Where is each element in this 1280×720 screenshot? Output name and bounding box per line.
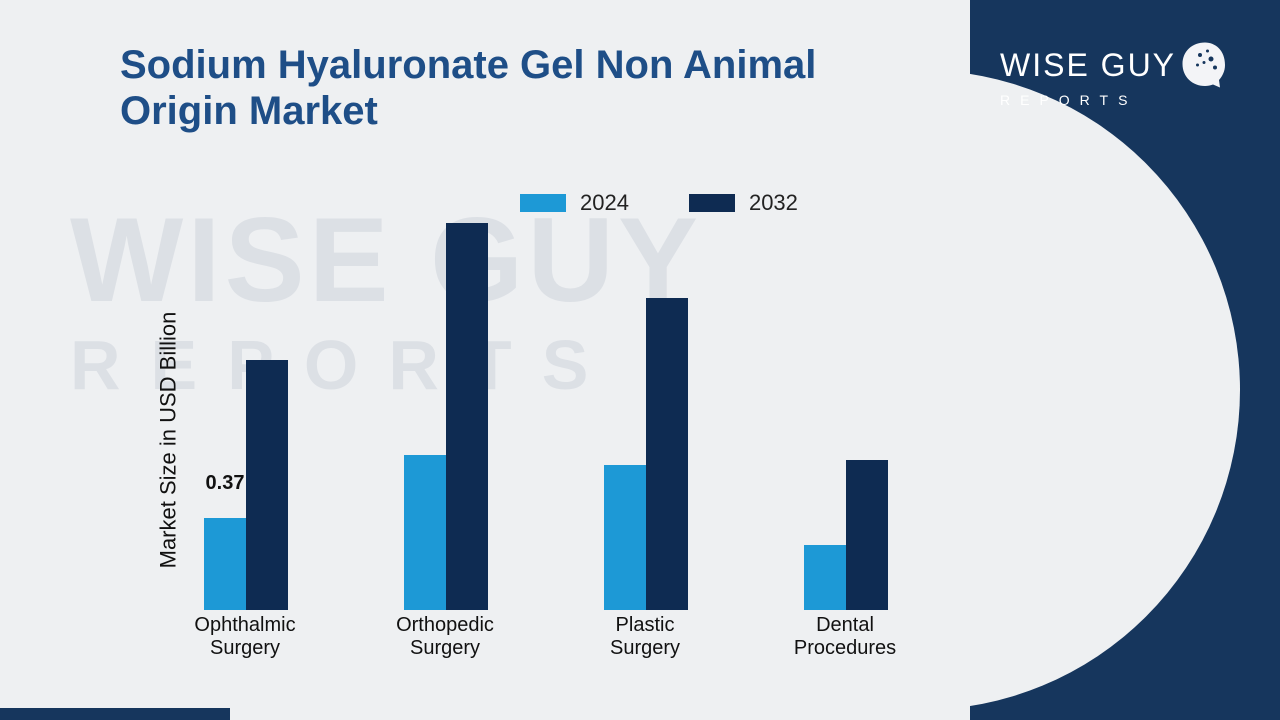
legend-label-2024: 2024 bbox=[580, 190, 629, 216]
category-label: DentalProcedures bbox=[770, 614, 920, 660]
legend: 2024 2032 bbox=[520, 190, 798, 216]
logo-sub-text: REPORTS bbox=[1000, 92, 1250, 108]
logo-main-text: WISE GUY bbox=[1000, 47, 1176, 84]
chart-area: Market Size in USD Billion 0.37Ophthalmi… bbox=[100, 210, 920, 670]
bar-2032 bbox=[846, 460, 888, 610]
bar-2032 bbox=[646, 298, 688, 611]
category-label: OrthopedicSurgery bbox=[370, 614, 520, 660]
legend-swatch-2024 bbox=[520, 194, 566, 212]
plot-area: 0.37OphthalmicSurgeryOrthopedicSurgeryPl… bbox=[140, 210, 920, 610]
category-label: PlasticSurgery bbox=[570, 614, 720, 660]
category-label: OphthalmicSurgery bbox=[170, 614, 320, 660]
brand-logo: WISE GUY REPORTS bbox=[1000, 40, 1250, 108]
logo-head-icon bbox=[1180, 40, 1230, 90]
bar-2032 bbox=[246, 360, 288, 610]
legend-item-2024: 2024 bbox=[520, 190, 629, 216]
chart-canvas: WISE GUY REPORTS Sodium Hyaluronate Gel … bbox=[0, 0, 1280, 720]
legend-swatch-2032 bbox=[689, 194, 735, 212]
legend-label-2032: 2032 bbox=[749, 190, 798, 216]
bar-2024 bbox=[804, 545, 846, 610]
chart-title: Sodium Hyaluronate Gel Non Animal Origin… bbox=[120, 42, 860, 134]
bar-2024 bbox=[604, 465, 646, 610]
bar-2032 bbox=[446, 223, 488, 611]
bar-2024 bbox=[404, 455, 446, 610]
bar-value-label: 0.37 bbox=[206, 472, 245, 495]
legend-item-2032: 2032 bbox=[689, 190, 798, 216]
bottom-accent-stripe bbox=[0, 708, 230, 720]
bar-2024 bbox=[204, 518, 246, 611]
